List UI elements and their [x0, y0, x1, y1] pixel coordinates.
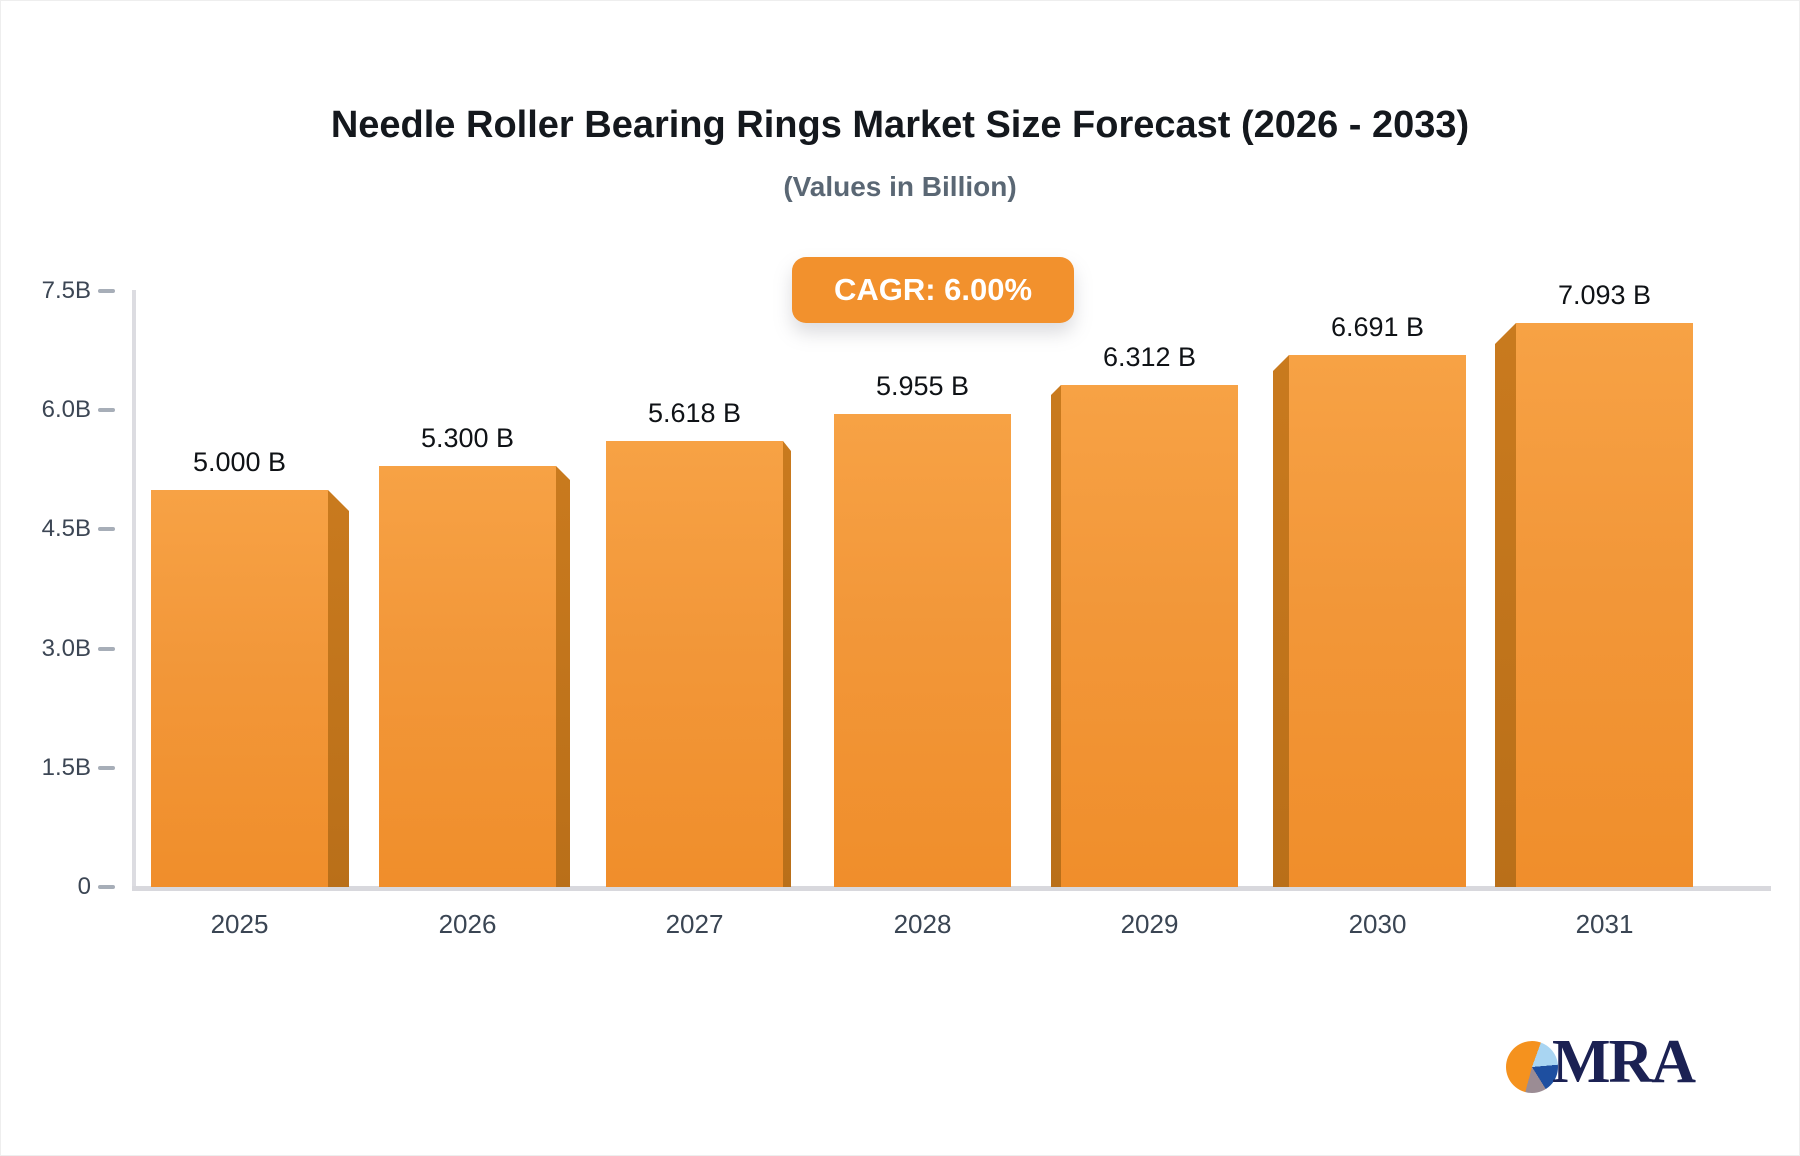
bar-2031-bevel: [1495, 323, 1516, 887]
y-tick-label: 4.5B: [41, 515, 91, 543]
bar-2025[interactable]: [151, 490, 328, 887]
bar-2031[interactable]: [1516, 323, 1693, 887]
x-tick-label-2029: 2029: [1120, 909, 1179, 939]
chart-title: Needle Roller Bearing Rings Market Size …: [330, 104, 1470, 146]
y-tick-dash: [98, 289, 115, 293]
y-tick-dash: [98, 646, 115, 651]
chart-subtitle: (Values in Billion): [783, 171, 1017, 202]
bar-value-label-2031: 7.093 B: [1557, 280, 1652, 310]
bar-2027[interactable]: [606, 441, 783, 887]
y-tick-label: 7.5B: [41, 277, 91, 304]
x-axis-baseline: [132, 886, 1771, 891]
y-tick-label: 0: [77, 873, 91, 900]
y-tick-label: 1.5B: [41, 753, 91, 781]
logo-pie-icon: [1506, 1041, 1558, 1093]
brand-logo[interactable]: MRA: [1506, 1028, 1696, 1096]
cagr-badge: CAGR: 6.00%: [792, 257, 1074, 323]
bar-2030-bevel: [1273, 355, 1289, 887]
y-tick-dash: [98, 408, 115, 413]
bar-value-label-2026: 5.300 B: [420, 423, 515, 453]
bar-2030[interactable]: [1289, 355, 1466, 887]
x-tick-label-2026: 2026: [438, 909, 497, 939]
bar-2028[interactable]: [834, 414, 1011, 887]
bar-2029-bevel: [1051, 385, 1061, 887]
bar-value-label-2025: 5.000 B: [192, 447, 287, 477]
logo-text: MRA: [1552, 1028, 1696, 1096]
bar-value-label-2027: 5.618 B: [647, 398, 742, 428]
bar-value-label-2030: 6.691 B: [1330, 312, 1425, 342]
bar-value-label-2028: 5.955 B: [875, 371, 970, 401]
y-tick-dash: [98, 885, 115, 889]
y-axis-line: [132, 290, 136, 887]
x-tick-label-2030: 2030: [1348, 909, 1407, 939]
y-tick-dash: [98, 765, 115, 770]
bar-value-label-2029: 6.312 B: [1102, 342, 1197, 372]
y-tick-dash: [98, 527, 115, 532]
bar-2026-bevel: [556, 466, 570, 887]
x-tick-label-2031: 2031: [1575, 909, 1634, 939]
x-tick-label-2028: 2028: [893, 909, 952, 939]
bar-2025-bevel: [328, 490, 349, 887]
y-tick-label: 6.0B: [41, 396, 91, 424]
bar-2026[interactable]: [379, 466, 556, 887]
y-tick-label: 3.0B: [41, 634, 91, 662]
x-tick-label-2027: 2027: [665, 909, 724, 939]
cagr-badge-label: CAGR: 6.00%: [833, 272, 1033, 307]
bar-2029[interactable]: [1061, 385, 1238, 887]
x-tick-label-2025: 2025: [210, 909, 269, 939]
bar-2027-bevel: [783, 441, 791, 887]
